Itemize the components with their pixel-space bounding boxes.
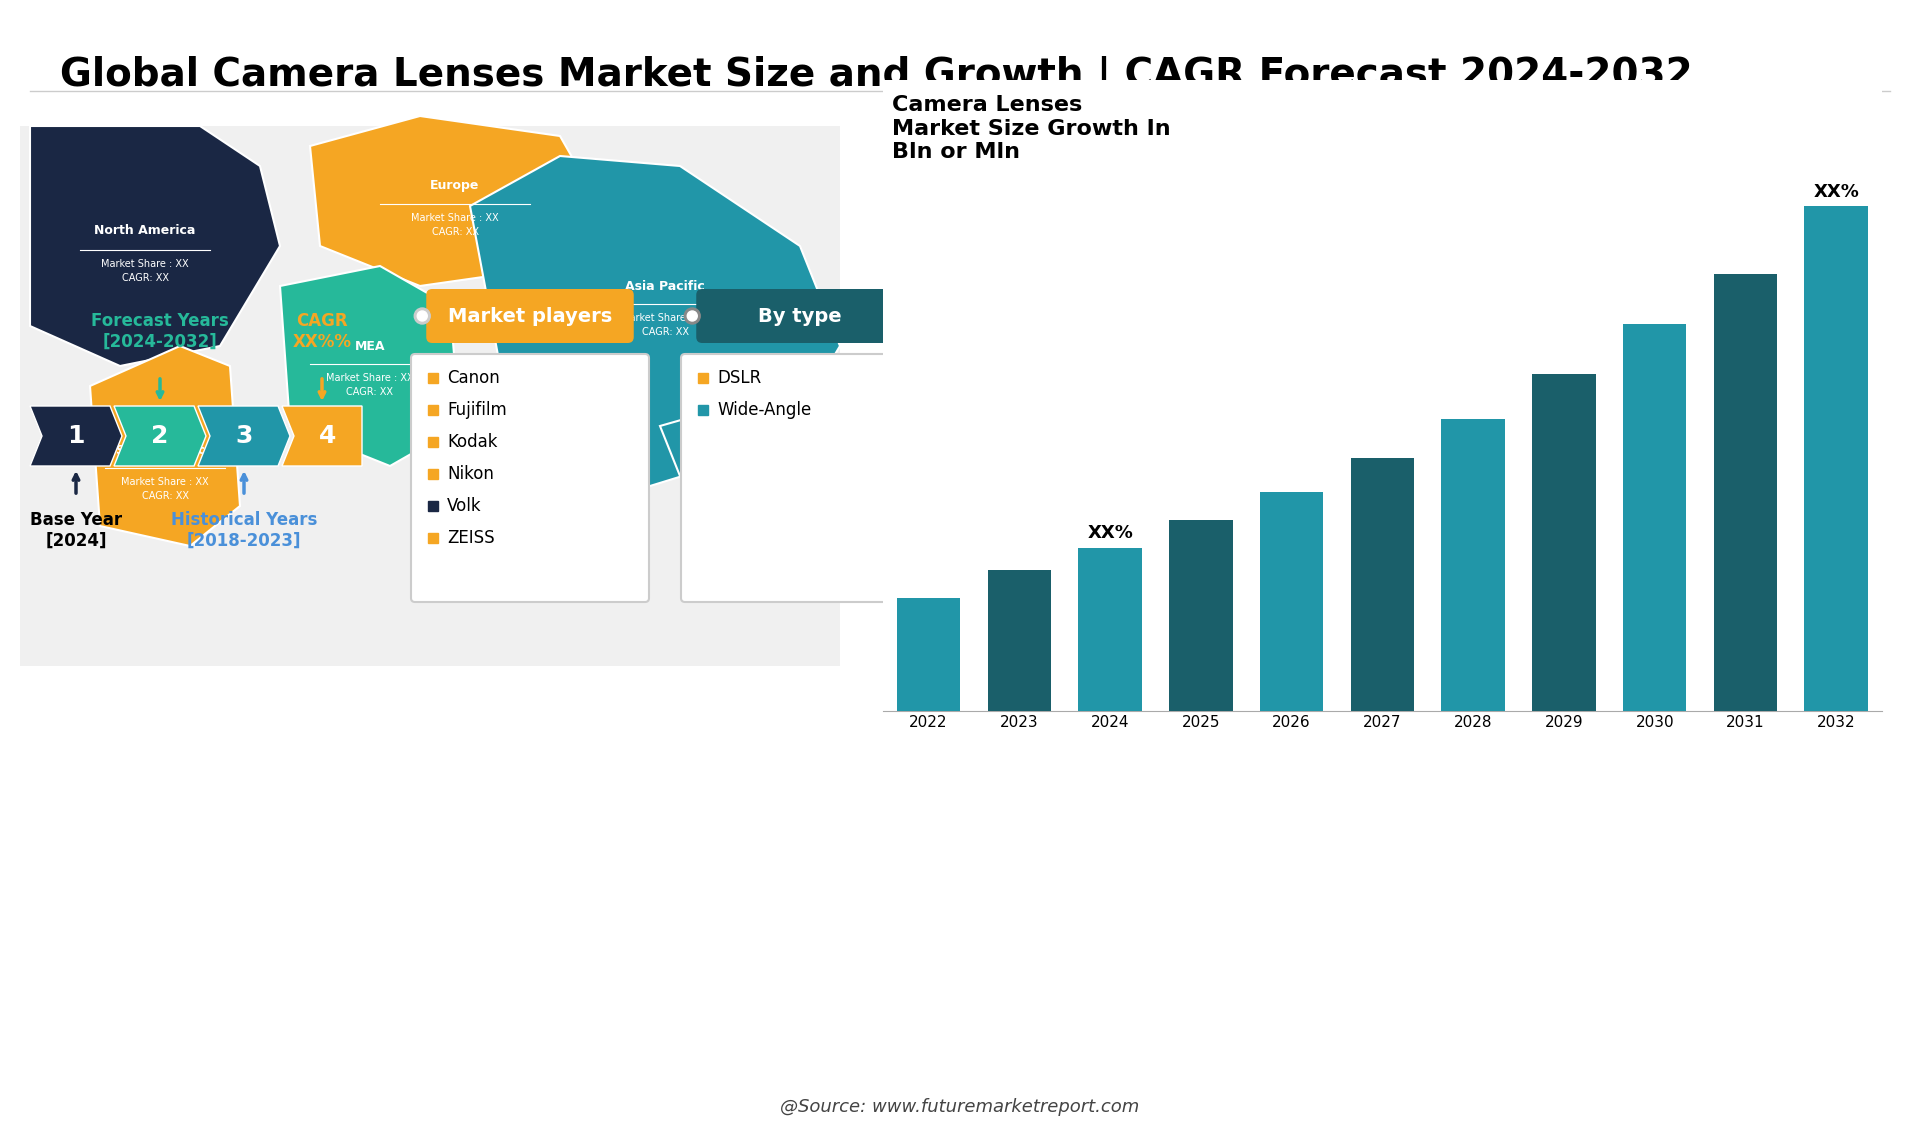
Circle shape [687, 311, 697, 321]
Text: @Source: www.futuremarketreport.com: @Source: www.futuremarketreport.com [780, 1098, 1140, 1116]
FancyBboxPatch shape [682, 354, 920, 602]
FancyBboxPatch shape [950, 354, 1188, 602]
Polygon shape [113, 406, 205, 466]
Polygon shape [31, 126, 280, 366]
Text: CAGR: XX: CAGR: XX [346, 387, 394, 397]
Circle shape [417, 311, 428, 321]
Bar [1079, 548, 1142, 711]
Polygon shape [31, 406, 123, 466]
Polygon shape [660, 406, 789, 507]
Text: Forecast Years
[2024-2032]: Forecast Years [2024-2032] [90, 312, 228, 351]
FancyBboxPatch shape [966, 289, 1173, 343]
Text: MEA: MEA [355, 339, 386, 353]
FancyBboxPatch shape [426, 289, 634, 343]
Text: Market players: Market players [447, 306, 612, 325]
Text: CAGR: XX: CAGR: XX [121, 273, 169, 283]
Text: Market Share : XX: Market Share : XX [411, 213, 499, 223]
Text: Digital: Digital [987, 433, 1041, 452]
Text: South America: South America [117, 445, 213, 457]
Text: Base Year
[2024]: Base Year [2024] [31, 511, 123, 550]
Circle shape [684, 308, 701, 324]
Text: 1: 1 [67, 424, 84, 448]
Text: Canon: Canon [447, 369, 499, 387]
Text: Historical Years
[2018-2023]: Historical Years [2018-2023] [171, 511, 317, 550]
Text: Fujifilm: Fujifilm [447, 401, 507, 419]
FancyBboxPatch shape [19, 126, 841, 666]
Text: FMR: FMR [1759, 102, 1832, 131]
Bar [987, 571, 1050, 711]
Bar [1715, 274, 1778, 711]
Bar [1260, 492, 1323, 711]
Text: CAGR: XX: CAGR: XX [432, 227, 478, 237]
Polygon shape [282, 406, 363, 466]
Text: Digital: Digital [987, 401, 1041, 419]
Text: By type: By type [758, 306, 841, 325]
Text: Market Share : XX: Market Share : XX [121, 477, 209, 487]
Polygon shape [309, 116, 599, 286]
Bar [1532, 375, 1596, 711]
Text: Wide-Angle: Wide-Angle [716, 401, 812, 419]
Text: XX%: XX% [1087, 525, 1133, 542]
Text: CAGR
XX%%: CAGR XX%% [292, 312, 351, 351]
Bar [1350, 458, 1415, 711]
Circle shape [954, 308, 970, 324]
Bar [1805, 206, 1868, 711]
Text: Market Share : XX: Market Share : XX [326, 372, 415, 383]
Text: By application: By application [993, 306, 1148, 325]
Polygon shape [198, 406, 290, 466]
Bar [1622, 324, 1686, 711]
Circle shape [415, 308, 430, 324]
Polygon shape [470, 156, 841, 486]
Text: Global Camera Lenses Market Size and Growth | CAGR Forecast 2024-2032: Global Camera Lenses Market Size and Gro… [60, 56, 1693, 95]
Text: Asia Pacific: Asia Pacific [626, 280, 705, 292]
Text: Europe: Europe [430, 180, 480, 193]
Text: CAGR: XX: CAGR: XX [641, 327, 689, 337]
Text: FUTURE MARKET REPORT: FUTURE MARKET REPORT [1759, 140, 1864, 149]
Bar [1169, 520, 1233, 711]
Circle shape [958, 311, 968, 321]
Text: Market Share : XX: Market Share : XX [102, 259, 188, 269]
Text: CAGR: XX: CAGR: XX [142, 490, 188, 501]
Text: Kodak: Kodak [447, 433, 497, 452]
Text: DSLR: DSLR [716, 369, 760, 387]
Text: 4: 4 [319, 424, 336, 448]
Text: Volk: Volk [447, 497, 482, 515]
Text: Compact: Compact [987, 369, 1062, 387]
Text: Other: Other [987, 465, 1035, 482]
Text: ZEISS: ZEISS [447, 529, 495, 547]
Polygon shape [90, 346, 240, 545]
Text: Market Share : XX: Market Share : XX [622, 313, 708, 323]
Text: XX%: XX% [1812, 182, 1859, 201]
Text: North America: North America [94, 225, 196, 237]
FancyBboxPatch shape [411, 354, 649, 602]
Bar [897, 598, 960, 711]
Text: Camera Lenses
Market Size Growth In
Bln or Mln: Camera Lenses Market Size Growth In Bln … [893, 95, 1171, 162]
Text: 3: 3 [236, 424, 253, 448]
Text: Nikon: Nikon [447, 465, 493, 482]
Bar [1442, 419, 1505, 711]
Text: 2: 2 [152, 424, 169, 448]
Polygon shape [280, 266, 461, 466]
FancyBboxPatch shape [697, 289, 904, 343]
